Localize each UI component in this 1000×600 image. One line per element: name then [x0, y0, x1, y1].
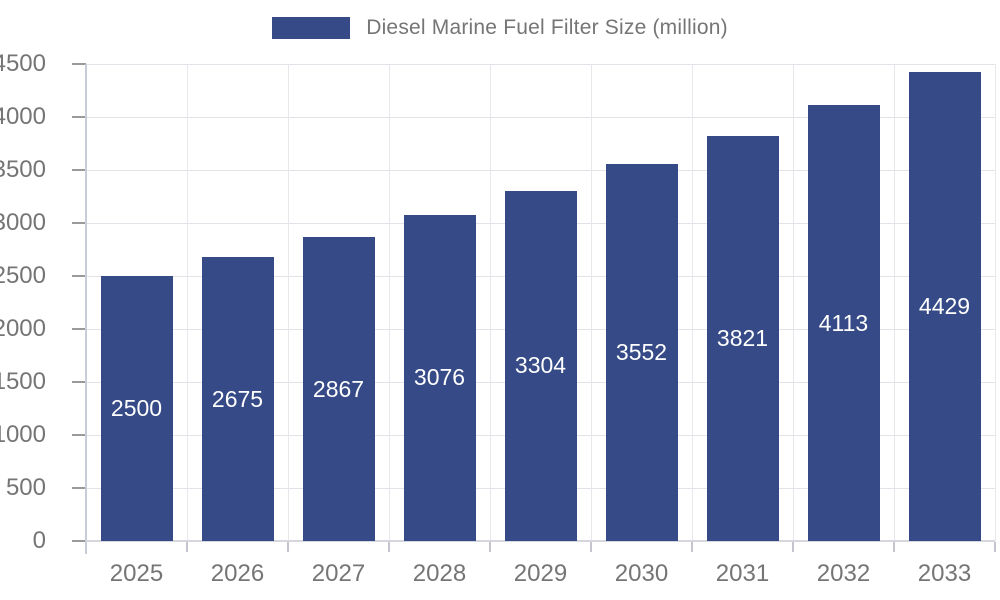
x-axis-tick — [792, 542, 794, 552]
bar — [706, 135, 779, 541]
bar — [908, 71, 981, 541]
legend-swatch — [272, 17, 351, 39]
x-gridline — [792, 64, 794, 541]
x-axis-tick-label: 2033 — [917, 560, 972, 587]
legend-item[interactable]: Diesel Marine Fuel Filter Size (million) — [0, 16, 1000, 40]
x-gridline — [994, 64, 996, 541]
bar-value-label: 3076 — [413, 364, 466, 391]
x-gridline — [691, 64, 693, 541]
y-axis-tick-label: 2500 — [0, 262, 46, 289]
y-axis-tick — [72, 275, 86, 277]
x-axis-tick-label: 2031 — [715, 560, 770, 587]
y-axis-tick — [72, 63, 86, 65]
y-axis-tick — [72, 222, 86, 224]
y-gridline — [86, 116, 995, 118]
x-axis-line — [86, 540, 995, 542]
bar-value-label: 2867 — [312, 375, 365, 402]
y-axis-tick-label: 2000 — [0, 315, 46, 342]
x-axis-tick — [893, 542, 895, 552]
x-axis-tick — [590, 542, 592, 552]
bar — [201, 257, 274, 541]
y-axis-tick-label: 4500 — [0, 50, 46, 77]
y-axis-line — [85, 64, 87, 554]
y-axis-tick — [72, 487, 86, 489]
y-axis-tick-label: 3500 — [0, 156, 46, 183]
x-gridline — [287, 64, 289, 541]
y-axis-tick-label: 1500 — [0, 368, 46, 395]
x-gridline — [590, 64, 592, 541]
y-axis-tick — [72, 540, 86, 542]
bar — [605, 164, 678, 541]
bar-value-label: 4429 — [918, 292, 971, 319]
y-axis-tick-label: 500 — [5, 474, 46, 501]
y-axis-tick — [72, 381, 86, 383]
y-gridline — [86, 169, 995, 171]
y-axis-tick-label: 1000 — [0, 421, 46, 448]
x-axis-tick-label: 2030 — [614, 560, 669, 587]
bar-value-label: 3552 — [615, 339, 668, 366]
bar — [302, 237, 375, 541]
y-axis-tick-label: 3000 — [0, 209, 46, 236]
bar-value-label: 3821 — [716, 324, 769, 351]
y-axis-tick — [72, 328, 86, 330]
y-axis-tick — [72, 116, 86, 118]
x-axis-tick-label: 2025 — [109, 560, 164, 587]
x-axis-tick — [287, 542, 289, 552]
bar — [100, 276, 173, 541]
bar-value-label: 4113 — [818, 309, 869, 336]
y-axis-tick — [72, 169, 86, 171]
bar-value-label: 2675 — [211, 385, 264, 412]
x-axis-tick-label: 2029 — [513, 560, 568, 587]
x-gridline — [893, 64, 895, 541]
y-axis-tick-label: 4000 — [0, 103, 46, 130]
bar — [504, 190, 577, 541]
bar — [403, 214, 476, 541]
x-axis-tick — [994, 542, 996, 552]
x-axis-tick-label: 2028 — [412, 560, 467, 587]
y-axis-tick — [72, 434, 86, 436]
x-gridline — [489, 64, 491, 541]
bar — [807, 105, 880, 541]
y-axis-tick-label: 0 — [32, 527, 46, 554]
x-axis-tick — [388, 542, 390, 552]
x-axis-tick — [691, 542, 693, 552]
x-axis-tick — [489, 542, 491, 552]
x-axis-tick — [186, 542, 188, 552]
x-axis-tick-label: 2027 — [311, 560, 366, 587]
bar-value-label: 3304 — [514, 352, 567, 379]
x-gridline — [186, 64, 188, 541]
y-gridline — [86, 63, 995, 65]
bar-value-label: 2500 — [110, 395, 163, 421]
x-axis-tick-label: 2032 — [816, 560, 871, 587]
legend-label: Diesel Marine Fuel Filter Size (million) — [366, 16, 728, 39]
x-gridline — [388, 64, 390, 541]
x-axis-tick-label: 2026 — [210, 560, 265, 587]
